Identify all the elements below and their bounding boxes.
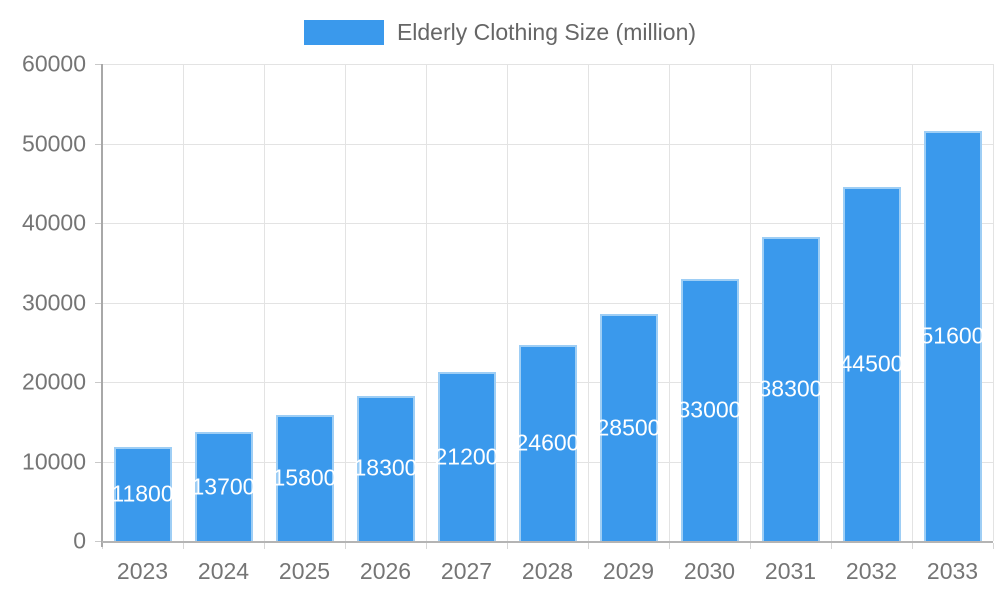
- bar-value-label: 15800: [272, 464, 337, 491]
- x-axis-tick: [831, 543, 832, 549]
- bar: [681, 278, 739, 541]
- x-axis-tick-label: 2024: [197, 558, 250, 584]
- x-gridline: [831, 64, 832, 541]
- legend[interactable]: Elderly Clothing Size (million): [0, 20, 1000, 45]
- x-axis-tick: [912, 543, 913, 549]
- x-gridline: [750, 64, 751, 541]
- x-axis-tick: [750, 543, 751, 549]
- bar-value-label: 18300: [353, 454, 418, 481]
- bar-value-label: 38300: [758, 375, 823, 402]
- bar: [519, 345, 577, 541]
- x-axis-tick: [669, 543, 670, 549]
- x-gridline: [345, 64, 346, 541]
- bar-value-label: 51600: [920, 322, 985, 349]
- bar: [114, 447, 172, 541]
- y-axis-tick-label: 20000: [22, 368, 86, 395]
- x-gridline: [912, 64, 913, 541]
- bar-value-label: 21200: [434, 443, 499, 470]
- bar: [357, 395, 415, 541]
- bar: [195, 432, 253, 541]
- y-axis-tick: [95, 302, 101, 304]
- x-gridline: [507, 64, 508, 541]
- y-gridline: [102, 302, 993, 304]
- x-axis-tick: [507, 543, 508, 549]
- bar: [843, 187, 901, 541]
- x-axis-tick-label: 2031: [764, 558, 817, 584]
- y-axis-tick-label: 50000: [22, 130, 86, 156]
- bar-value-label: 28500: [596, 414, 661, 441]
- x-axis-tick-label: 2026: [359, 558, 412, 584]
- y-axis-tick: [95, 223, 101, 224]
- x-gridline: [264, 64, 265, 541]
- y-axis-tick-label: 30000: [22, 289, 86, 315]
- x-axis-tick-label: 2030: [683, 558, 736, 584]
- y-axis-tick-label: 0: [73, 527, 86, 554]
- bar: [600, 314, 658, 541]
- x-gridline: [588, 64, 589, 541]
- y-axis-tick-label: 60000: [22, 50, 86, 77]
- bar-value-label: 13700: [191, 473, 256, 500]
- y-gridline: [102, 143, 993, 145]
- x-gridline: [426, 64, 427, 541]
- x-axis-line: [102, 541, 993, 543]
- x-axis-tick-label: 2027: [440, 558, 493, 584]
- bar-value-label: 11800: [111, 480, 174, 507]
- y-axis-tick-label: 40000: [22, 209, 86, 236]
- y-axis-tick: [95, 64, 101, 65]
- x-axis-tick-label: 2033: [926, 558, 979, 584]
- bar-value-label: 44500: [839, 350, 904, 377]
- y-axis-tick: [95, 143, 101, 145]
- x-axis-tick: [183, 543, 184, 549]
- x-axis-tick: [345, 543, 346, 549]
- y-axis-tick-label: 10000: [22, 448, 86, 474]
- bar: [762, 236, 820, 541]
- x-axis-tick-label: 2029: [602, 558, 655, 584]
- x-axis-tick-label: 2032: [845, 558, 898, 584]
- bar-value-label: 24600: [515, 429, 580, 456]
- bar: [276, 415, 334, 541]
- x-gridline: [183, 64, 184, 541]
- y-gridline: [102, 223, 993, 224]
- bar-value-label: 33000: [677, 396, 742, 423]
- x-axis-tick: [426, 543, 427, 549]
- bar: [438, 372, 496, 541]
- y-axis-tick: [95, 461, 101, 463]
- x-axis-tick-label: 2025: [278, 558, 331, 584]
- x-gridline: [669, 64, 670, 541]
- bar: [924, 130, 982, 541]
- x-gridline: [993, 64, 994, 541]
- legend-swatch-icon: [303, 20, 384, 45]
- y-gridline: [102, 64, 993, 65]
- x-axis-tick: [588, 543, 589, 549]
- y-axis-line: [101, 64, 103, 547]
- y-axis-tick: [95, 541, 101, 542]
- x-axis-tick: [993, 543, 994, 549]
- legend-label: Elderly Clothing Size (million): [396, 19, 697, 45]
- x-axis-tick-label: 2028: [521, 558, 574, 584]
- x-axis-tick-label: 2023: [116, 558, 169, 584]
- y-axis-tick: [95, 382, 101, 383]
- x-axis-tick: [264, 543, 265, 549]
